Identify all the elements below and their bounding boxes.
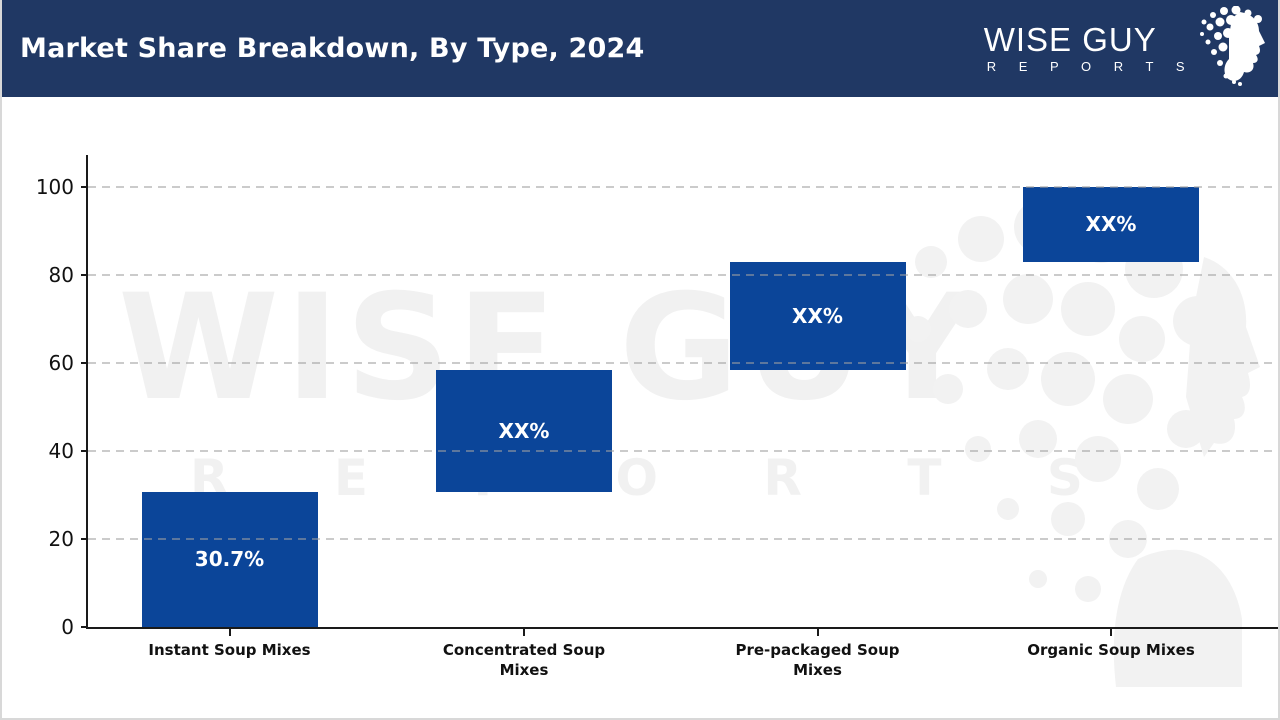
bar-segment: XX%	[729, 261, 906, 371]
x-category-label: Pre-packaged Soup Mixes	[735, 641, 900, 679]
y-tick-mark	[81, 538, 88, 540]
x-category-label: Concentrated Soup Mixes	[442, 641, 606, 679]
x-tick-mark	[1110, 629, 1112, 636]
y-tick-mark	[81, 362, 88, 364]
brand-logo: WISE GUY R E P O R T S	[984, 6, 1270, 90]
bar-segment: XX%	[436, 370, 612, 492]
gridline	[88, 362, 1278, 364]
x-category-label: Organic Soup Mixes	[1027, 641, 1195, 659]
y-tick-mark	[81, 186, 88, 188]
brand-logo-text: WISE GUY R E P O R T S	[983, 21, 1194, 75]
bar-value-label: XX%	[792, 303, 843, 328]
gridline	[88, 538, 1278, 540]
y-tick-mark	[81, 274, 88, 276]
logo-reports-text: R E P O R T S	[986, 59, 1194, 74]
y-tick-label: 100	[35, 175, 74, 199]
bar-value-label: XX%	[498, 418, 550, 443]
x-tick-mark	[816, 629, 819, 636]
y-tick-label: 0	[61, 615, 74, 639]
y-tick-label: 20	[48, 527, 74, 551]
y-tick-mark	[81, 626, 88, 628]
y-tick-label: 60	[48, 351, 74, 375]
plot-area: WISE GUY R E P O R T S 0 20 40 60 80 100 30.7%…	[0, 97, 1280, 720]
x-axis-spine	[86, 627, 1280, 629]
header-bar: Market Share Breakdown, By Type, 2024 WI…	[0, 0, 1280, 97]
watermark-head-icon	[905, 200, 1260, 687]
bar-value-label: XX%	[1085, 212, 1137, 237]
x-tick-mark	[228, 629, 231, 636]
y-tick-label: 80	[48, 263, 74, 287]
bar-segment: XX%	[1023, 187, 1199, 262]
bar-value-label: 30.7%	[194, 547, 265, 572]
gridline	[88, 274, 1278, 276]
y-tick-mark	[81, 450, 88, 452]
page-title: Market Share Breakdown, By Type, 2024	[20, 33, 645, 64]
x-category-label: Instant Soup Mixes	[148, 641, 311, 659]
head-profile-logo-icon	[1200, 6, 1265, 86]
bar-segment: 30.7%	[141, 491, 318, 627]
gridline	[88, 186, 1278, 188]
gridline	[88, 450, 1278, 452]
y-axis-spine	[86, 155, 88, 629]
logo-wiseguy-text: WISE GUY	[983, 21, 1157, 58]
watermark-subtitle: R E P O R T S	[190, 449, 1127, 507]
y-tick-label: 40	[48, 439, 74, 463]
x-tick-mark	[523, 629, 525, 636]
